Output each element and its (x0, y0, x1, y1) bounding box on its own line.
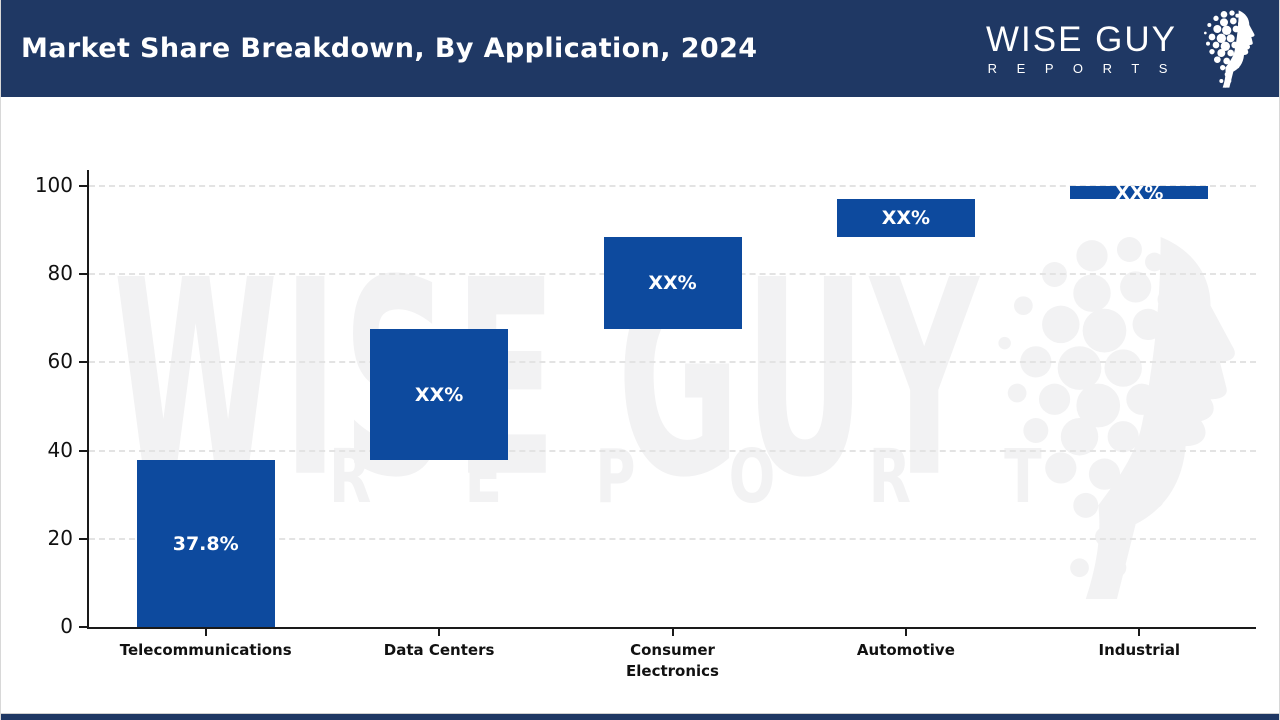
bar-automotive: XX% (836, 199, 975, 237)
gridline-20 (89, 537, 1256, 540)
watermark-face-icon (936, 222, 1248, 614)
brand-logo: WISE GUY R E P O R T S (986, 6, 1267, 92)
bar-data-centers: XX% (370, 329, 509, 461)
y-tick-mark-100 (79, 185, 89, 187)
y-axis-line (87, 170, 89, 629)
bar-industrial: XX% (1070, 186, 1209, 200)
bar-consumer-electronics: XX% (603, 236, 742, 330)
y-tick-label-80: 80 (47, 261, 73, 286)
bar-value-label-consumer-electronics: XX% (648, 272, 697, 294)
face-logo-icon (1181, 9, 1267, 89)
y-tick-label-60: 60 (47, 349, 73, 374)
y-tick-label-0: 0 (60, 614, 73, 638)
gridline-100 (89, 185, 1256, 187)
bar-value-label-telecommunications: 37.8% (172, 532, 239, 555)
bar-value-label-industrial: XX% (1115, 186, 1164, 200)
gridline-40 (89, 449, 1256, 452)
x-tick-mark-industrial (1138, 627, 1141, 636)
x-tick-mark-data-centers (438, 627, 441, 636)
brand-name: WISE GUY (985, 20, 1177, 60)
y-tick-mark-0 (79, 626, 89, 628)
brand-subtitle: R E P O R T S (987, 60, 1176, 76)
y-tick-mark-80 (79, 273, 89, 276)
x-category-label-automotive: Automotive (856, 641, 955, 659)
y-tick-mark-40 (79, 449, 89, 452)
gridline-60 (89, 361, 1256, 364)
brand-wordmark: WISE GUY R E P O R T S (985, 20, 1177, 76)
y-tick-mark-20 (79, 537, 89, 540)
x-tick-mark-telecommunications (204, 627, 207, 636)
x-category-label-consumer-electronics: Consumer Electronics (626, 641, 719, 680)
footer-strip (1, 714, 1279, 720)
bar-value-label-automotive: XX% (881, 206, 931, 229)
footer-divider (1, 713, 1279, 714)
bar-value-label-data-centers: XX% (414, 383, 464, 406)
page-title: Market Share Breakdown, By Application, … (21, 33, 758, 64)
x-category-label-data-centers: Data Centers (383, 641, 495, 659)
y-tick-mark-60 (79, 361, 89, 364)
y-tick-label-20: 20 (47, 525, 73, 550)
x-tick-mark-automotive (904, 627, 907, 636)
x-category-label-telecommunications: Telecommunications (119, 641, 292, 659)
x-tick-mark-consumer-electronics (671, 627, 674, 636)
x-category-label-industrial: Industrial (1098, 641, 1181, 659)
header: Market Share Breakdown, By Application, … (1, 0, 1279, 97)
bar-telecommunications: 37.8% (136, 460, 275, 627)
y-tick-label-100: 100 (34, 173, 73, 197)
y-tick-label-40: 40 (47, 437, 73, 462)
